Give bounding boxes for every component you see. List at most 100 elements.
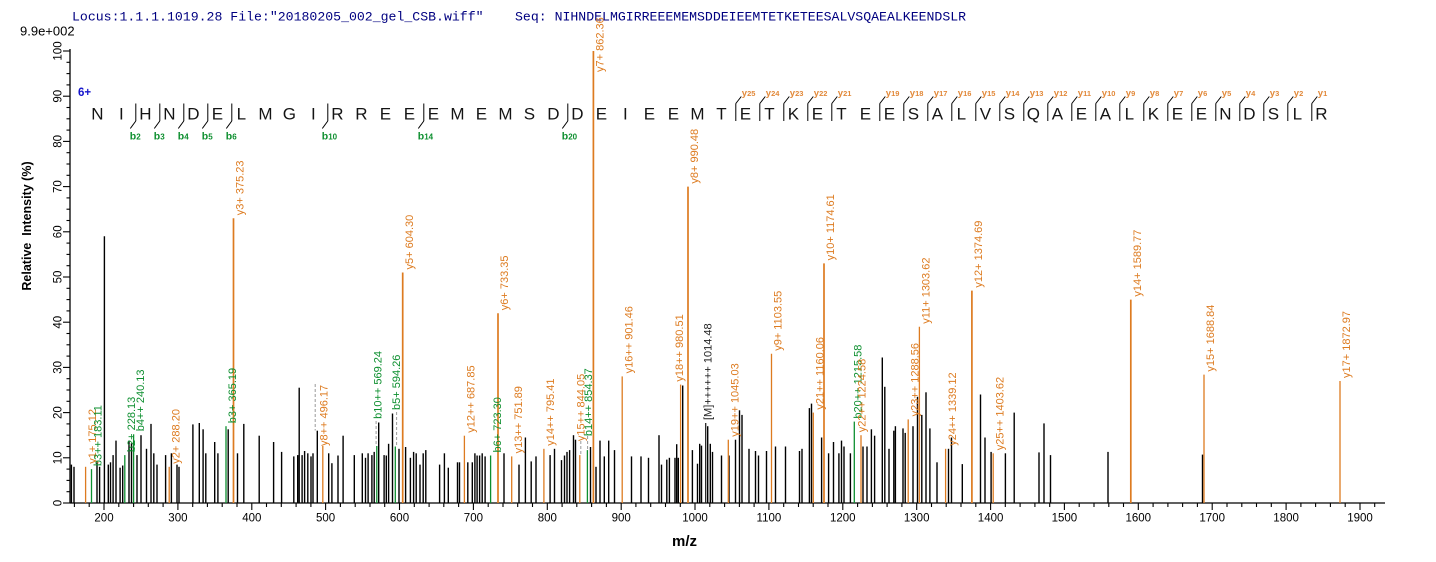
svg-text:b20++ 1215.58: b20++ 1215.58: [853, 345, 865, 419]
svg-text:y19: y19: [886, 88, 900, 99]
svg-text:900: 900: [612, 513, 631, 525]
svg-text:I: I: [623, 104, 628, 123]
svg-text:b4: b4: [178, 131, 189, 143]
svg-text:A: A: [1100, 104, 1112, 123]
svg-text:R: R: [1315, 104, 1327, 123]
svg-text:A: A: [1052, 104, 1064, 123]
svg-text:50: 50: [53, 271, 65, 284]
svg-text:y5+ 604.30: y5+ 604.30: [404, 215, 416, 270]
svg-text:L: L: [1293, 104, 1302, 123]
svg-text:0: 0: [53, 500, 65, 506]
svg-text:y7+ 862.36: y7+ 862.36: [595, 17, 607, 72]
svg-text:E: E: [1076, 104, 1087, 123]
svg-text:1800: 1800: [1273, 513, 1299, 525]
svg-text:E: E: [884, 104, 895, 123]
svg-text:T: T: [764, 104, 774, 123]
svg-text:y6: y6: [1198, 88, 1207, 99]
svg-text:1900: 1900: [1347, 513, 1373, 525]
svg-text:40: 40: [53, 316, 65, 329]
svg-text:T: T: [716, 104, 726, 123]
svg-text:y11: y11: [1078, 88, 1091, 99]
svg-text:K: K: [788, 104, 800, 123]
svg-text:b10++ 569.24: b10++ 569.24: [373, 351, 385, 419]
svg-text:y24++ 1339.12: y24++ 1339.12: [947, 372, 959, 445]
svg-text:y1+ 175.12: y1+ 175.12: [87, 409, 99, 464]
svg-text:b3+ 365.19: b3+ 365.19: [227, 368, 239, 423]
svg-text:200: 200: [94, 513, 113, 525]
svg-text:b10: b10: [322, 131, 338, 143]
svg-text:S: S: [524, 104, 535, 123]
svg-text:y8++ 496.17: y8++ 496.17: [319, 385, 331, 446]
svg-text:y7: y7: [1174, 88, 1183, 99]
svg-text:Locus:1.1.1.1019.28 File:"2018: Locus:1.1.1.1019.28 File:"20180205_002_g…: [72, 10, 484, 25]
svg-text:1400: 1400: [978, 513, 1004, 525]
svg-text:y2+ 288.20: y2+ 288.20: [170, 409, 182, 464]
svg-text:E: E: [860, 104, 871, 123]
svg-text:y15+ 1688.84: y15+ 1688.84: [1205, 305, 1217, 372]
svg-text:y15: y15: [982, 88, 996, 99]
svg-text:y2: y2: [1294, 88, 1303, 99]
svg-text:E: E: [404, 104, 415, 123]
svg-text:V: V: [980, 104, 992, 123]
svg-text:L: L: [957, 104, 966, 123]
svg-text:y23++ 1288.56: y23++ 1288.56: [909, 343, 921, 416]
svg-text:70: 70: [53, 180, 65, 193]
svg-text:M: M: [690, 104, 704, 123]
svg-text:D: D: [547, 104, 559, 123]
svg-text:y18: y18: [910, 88, 924, 99]
svg-text:N: N: [163, 104, 175, 123]
svg-text:y15++ 844.05: y15++ 844.05: [576, 374, 588, 441]
svg-text:y19++ 1045.03: y19++ 1045.03: [730, 363, 742, 436]
svg-text:y14++ 795.41: y14++ 795.41: [545, 379, 557, 446]
svg-text:b5: b5: [202, 131, 213, 143]
svg-text:m/z: m/z: [672, 533, 697, 550]
svg-text:y4: y4: [1246, 88, 1256, 99]
svg-text:E: E: [644, 104, 655, 123]
svg-text:80: 80: [53, 135, 65, 148]
svg-text:1700: 1700: [1199, 513, 1225, 525]
svg-text:y24: y24: [766, 88, 780, 99]
svg-text:y25++ 1403.62: y25++ 1403.62: [994, 377, 1006, 450]
svg-text:10: 10: [53, 451, 65, 464]
svg-text:[M]++++++ 1014.48: [M]++++++ 1014.48: [702, 323, 714, 420]
svg-text:700: 700: [464, 513, 483, 525]
svg-text:T: T: [836, 104, 846, 123]
svg-text:b6: b6: [226, 131, 237, 143]
svg-text:H: H: [139, 104, 151, 123]
svg-text:y13++ 751.89: y13++ 751.89: [513, 386, 525, 453]
svg-text:M: M: [498, 104, 512, 123]
svg-text:E: E: [668, 104, 679, 123]
svg-text:E: E: [740, 104, 751, 123]
svg-text:b2+ 228.13: b2+ 228.13: [126, 397, 138, 452]
svg-text:y17: y17: [934, 88, 948, 99]
svg-text:y18++ 980.51: y18++ 980.51: [674, 314, 686, 381]
svg-text:30: 30: [53, 361, 65, 374]
svg-text:y12: y12: [1054, 88, 1068, 99]
svg-text:y9+ 1103.55: y9+ 1103.55: [773, 291, 785, 351]
svg-text:300: 300: [168, 513, 187, 525]
svg-text:K: K: [1148, 104, 1160, 123]
svg-text:y12++ 687.85: y12++ 687.85: [466, 365, 478, 432]
svg-text:b3: b3: [154, 131, 165, 143]
svg-text:9.9e+002: 9.9e+002: [20, 24, 75, 39]
svg-text:y9: y9: [1126, 88, 1135, 99]
svg-text:b14: b14: [418, 131, 434, 143]
svg-text:E: E: [476, 104, 487, 123]
svg-text:L: L: [237, 104, 246, 123]
svg-text:L: L: [1125, 104, 1134, 123]
svg-text:20: 20: [53, 406, 65, 419]
svg-text:1200: 1200: [830, 513, 856, 525]
svg-text:b2: b2: [130, 131, 141, 143]
svg-text:S: S: [1004, 104, 1015, 123]
svg-text:1100: 1100: [757, 513, 782, 525]
svg-text:y22: y22: [814, 88, 828, 99]
svg-text:y23: y23: [790, 88, 804, 99]
svg-text:y10: y10: [1102, 88, 1116, 99]
svg-text:y6+ 733.35: y6+ 733.35: [499, 255, 511, 310]
svg-text:y10+ 1174.61: y10+ 1174.61: [825, 194, 837, 260]
svg-text:y8+ 990.48: y8+ 990.48: [689, 129, 701, 184]
svg-text:600: 600: [390, 513, 409, 525]
svg-text:y12+ 1374.69: y12+ 1374.69: [973, 221, 985, 288]
svg-text:y5: y5: [1222, 88, 1231, 99]
svg-text:R: R: [355, 104, 367, 123]
